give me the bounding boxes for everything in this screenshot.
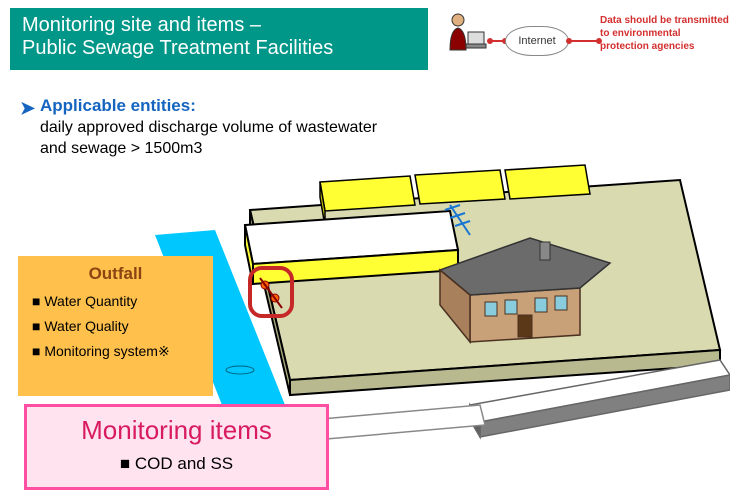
facility-diagram (140, 150, 730, 440)
title-banner: Monitoring site and items – Public Sewag… (10, 8, 428, 70)
data-transmission-label: Data should be transmitted to environmen… (600, 14, 730, 53)
applicable-heading: Applicable entities: (40, 96, 196, 116)
connector-dot (487, 38, 493, 44)
monitoring-title: Monitoring items (27, 415, 326, 446)
person-at-computer-icon (440, 10, 490, 60)
connector-line (569, 40, 599, 42)
internet-cloud-icon: Internet (505, 26, 569, 56)
title-line-1: Monitoring site and items – (22, 14, 416, 37)
outfall-panel: Outfall Water Quantity Water Quality Mon… (18, 256, 213, 396)
monitoring-item: COD and SS (27, 454, 326, 474)
outfall-title: Outfall (32, 264, 199, 284)
monitoring-items-panel: Monitoring items COD and SS (24, 404, 329, 490)
outfall-item: Water Quality (32, 318, 199, 334)
internet-group: Internet Data should be transmitted to e… (440, 8, 730, 70)
outfall-item: Water Quantity (32, 293, 199, 309)
bullet-arrow-icon: ➤ (20, 98, 35, 119)
outfall-item: Monitoring system※ (32, 343, 199, 360)
title-line-2: Public Sewage Treatment Facilities (22, 37, 416, 60)
